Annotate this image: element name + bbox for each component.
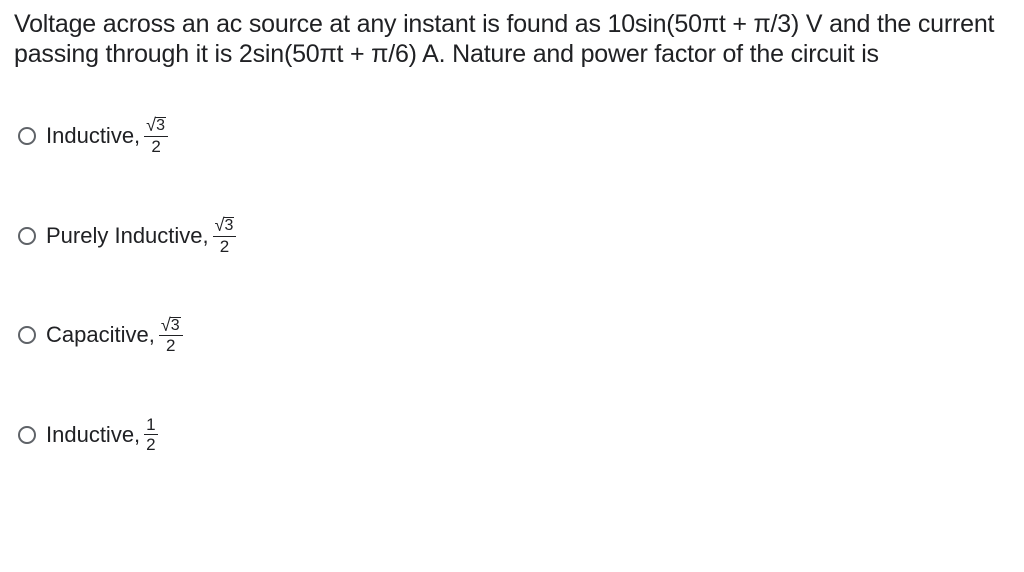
- option-d-numerator: 1: [144, 416, 157, 435]
- option-c-text: Capacitive,: [46, 322, 155, 348]
- radio-icon[interactable]: [18, 326, 36, 344]
- option-a-numerator: 3: [155, 117, 166, 135]
- option-a[interactable]: Inductive, √3 2: [18, 117, 1010, 155]
- option-c-fraction: √3 2: [159, 317, 183, 355]
- option-c-label: Capacitive, √3 2: [46, 317, 183, 355]
- option-b[interactable]: Purely Inductive, √3 2: [18, 217, 1010, 255]
- option-d[interactable]: Inductive, 1 2: [18, 416, 1010, 453]
- option-a-label: Inductive, √3 2: [46, 117, 168, 155]
- option-d-denominator: 2: [146, 435, 155, 453]
- option-b-numerator: 3: [224, 217, 235, 235]
- option-b-text: Purely Inductive,: [46, 223, 209, 249]
- question-text: Voltage across an ac source at any insta…: [14, 10, 1010, 69]
- option-b-denominator: 2: [220, 237, 229, 255]
- option-c[interactable]: Capacitive, √3 2: [18, 317, 1010, 355]
- option-c-numerator: 3: [170, 317, 181, 335]
- option-b-fraction: √3 2: [213, 217, 237, 255]
- options-list: Inductive, √3 2 Purely Inductive, √3 2 C…: [14, 117, 1010, 453]
- radio-icon[interactable]: [18, 127, 36, 145]
- radio-icon[interactable]: [18, 227, 36, 245]
- option-a-text: Inductive,: [46, 123, 140, 149]
- option-c-denominator: 2: [166, 336, 175, 354]
- option-d-fraction: 1 2: [144, 416, 157, 453]
- option-a-fraction: √3 2: [144, 117, 168, 155]
- option-a-denominator: 2: [151, 137, 160, 155]
- option-d-label: Inductive, 1 2: [46, 416, 158, 453]
- option-d-text: Inductive,: [46, 422, 140, 448]
- option-b-label: Purely Inductive, √3 2: [46, 217, 236, 255]
- radio-icon[interactable]: [18, 426, 36, 444]
